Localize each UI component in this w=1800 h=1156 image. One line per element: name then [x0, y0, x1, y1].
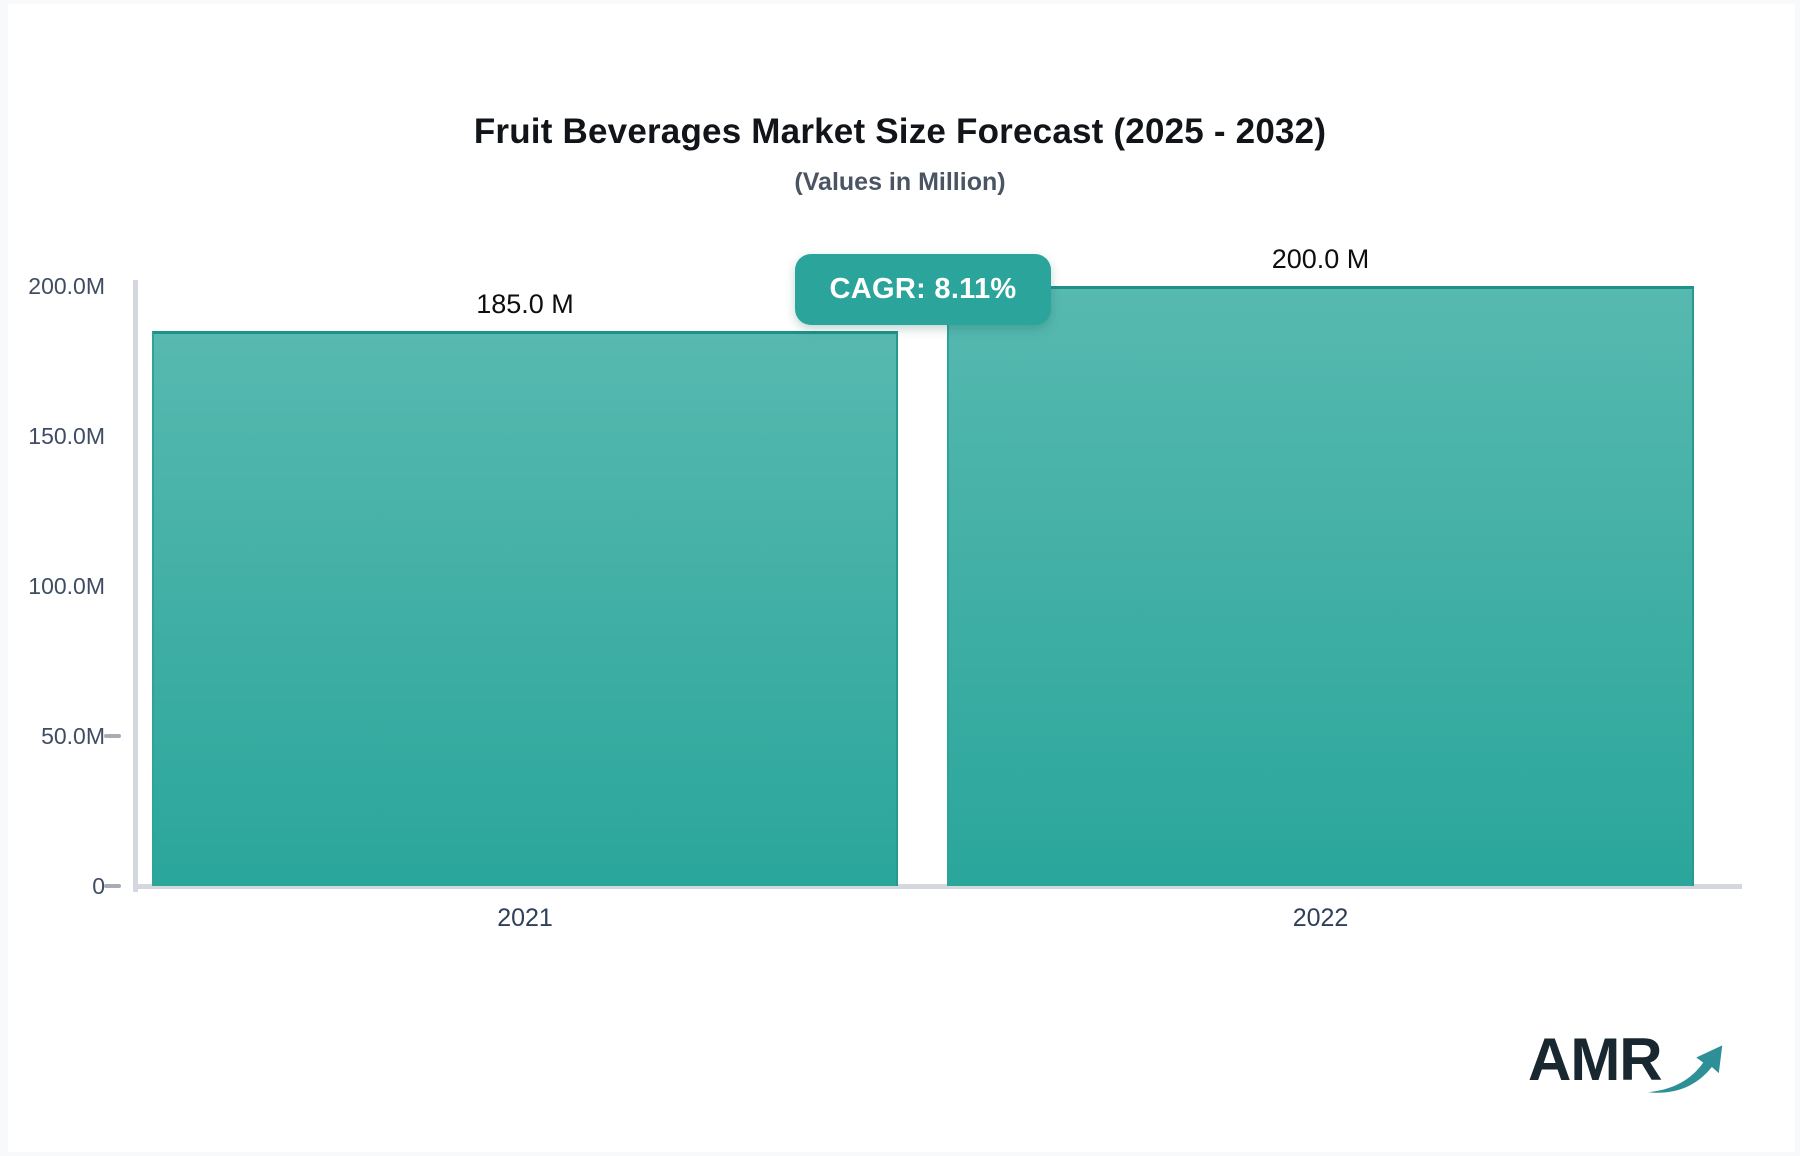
bar-value-label: 200.0 M	[1271, 244, 1370, 274]
y-tick-mark	[104, 734, 121, 738]
chart-subtitle: (Values in Million)	[794, 168, 1006, 196]
y-tick-label: 200.0M	[28, 273, 105, 299]
bar-2022[interactable]	[947, 286, 1694, 886]
y-axis-line	[133, 280, 138, 892]
x-tick-label-2022: 2022	[1292, 904, 1349, 932]
bar-value-label: 185.0 M	[476, 289, 574, 319]
bar-2021[interactable]	[152, 331, 898, 886]
chart-title: Fruit Beverages Market Size Forecast (20…	[473, 112, 1327, 151]
growth-arrow-icon	[1647, 1045, 1723, 1093]
y-tick-label: 150.0M	[28, 423, 105, 449]
amr-logo: AMR	[1528, 1026, 1723, 1110]
y-tick-mark	[104, 884, 121, 888]
cagr-badge: CAGR: 8.11%	[795, 254, 1051, 325]
y-tick-label: 0	[92, 873, 105, 899]
x-axis-line	[133, 884, 1742, 889]
amr-logo-text: AMR	[1528, 1026, 1663, 1093]
y-tick-label: 100.0M	[28, 573, 105, 599]
y-tick-label: 50.0M	[41, 723, 105, 749]
x-tick-label-2021: 2021	[497, 904, 553, 932]
cagr-badge-label: CAGR: 8.11%	[829, 273, 1017, 305]
